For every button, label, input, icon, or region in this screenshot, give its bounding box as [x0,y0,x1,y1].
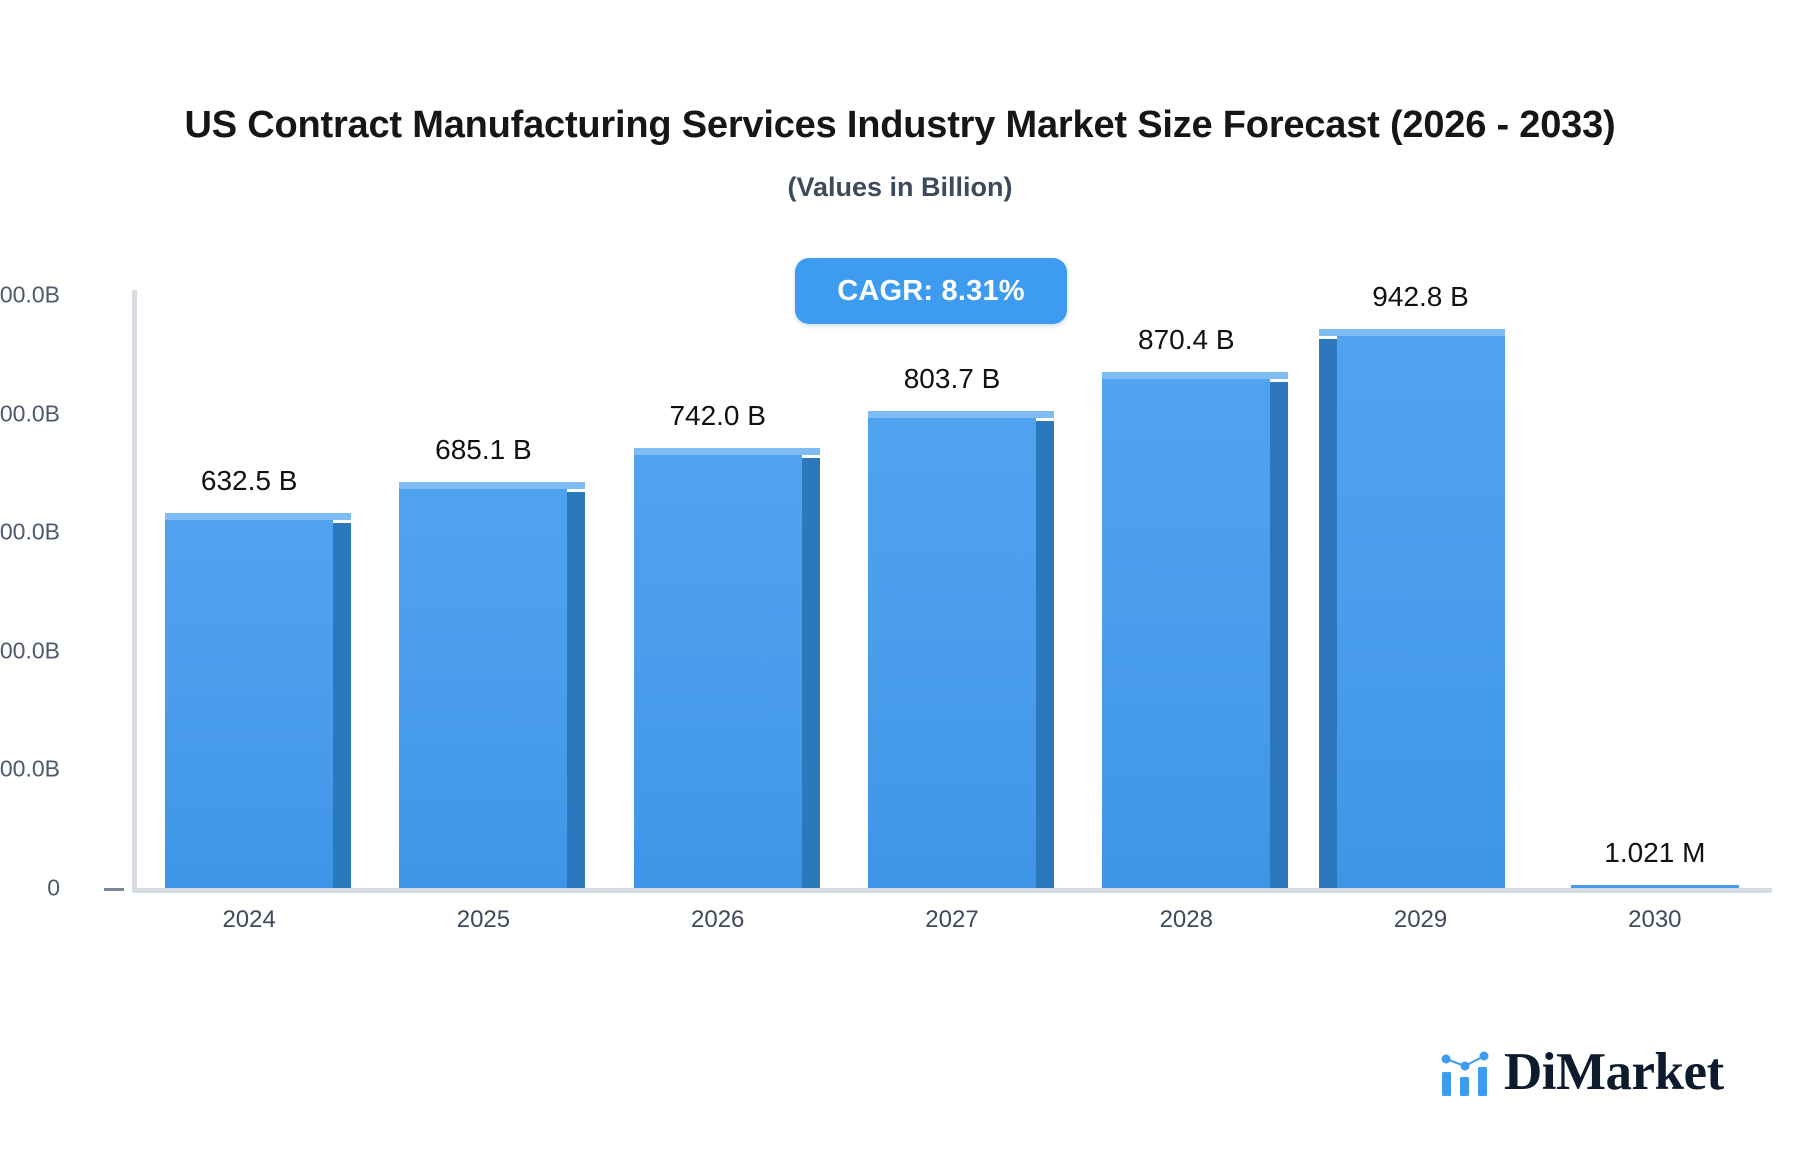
bar-side-face [1318,338,1337,888]
x-axis-tick-label: 2030 [1628,906,1682,933]
bar-value-label: 942.8 B [1372,280,1469,312]
y-axis-tick-label: 800.0B [0,400,60,427]
bar[interactable] [1570,885,1739,888]
bar-side-face [1270,381,1289,888]
dimarket-logo-text: DiMarket [1504,1043,1724,1101]
bar-side-face [333,522,352,888]
y-axis-tick-label: 0 [47,874,60,901]
chart-title: US Contract Manufacturing Services Indus… [184,104,1616,146]
x-axis-tick-label: 2025 [456,906,511,933]
y-axis-tick-label: 200.0B [0,755,60,782]
bar-value-label: 632.5 B [200,464,298,496]
bar-top-face [1102,371,1289,379]
bar-side-face [1036,421,1054,888]
bar[interactable] [399,481,586,888]
plot-area: 1000.0B 800.0B 600.0B 400.0B 200.0B 0 632.5 B… [0,281,1772,933]
bar-face [399,481,568,888]
bar-value-label: 685.1 B [435,433,532,465]
bar-top-face [165,512,352,520]
x-axis-tick-label: 2026 [691,906,745,933]
bar-face [1102,371,1271,888]
bar[interactable] [165,512,352,888]
y-axis-tick-label: 1000.0B [0,281,60,308]
x-axis-tick-label: 2028 [1159,906,1213,933]
bar-value-label: 870.4 B [1138,323,1235,355]
bar-top-face [633,448,820,455]
cagr-badge-label: CAGR: 8.31% [837,274,1025,307]
bar-face [1570,885,1739,888]
x-axis-tick-label: 2024 [222,906,276,933]
bar-value-label: 1.021 M [1604,837,1706,868]
bar-top-face [1318,328,1505,336]
chart-subtitle: (Values in Billion) [787,172,1013,202]
x-axis-tick-label: 2027 [925,906,979,933]
y-axis-tick-label: 600.0B [0,518,60,545]
bar-value-label: 742.0 B [669,399,766,431]
bar[interactable] [1318,328,1505,888]
bar[interactable] [868,411,1054,888]
bar-face [868,411,1036,888]
x-axis-line [132,888,1772,893]
bar-chart-logo-icon [1438,1050,1492,1096]
bar[interactable] [1102,371,1289,888]
bar-top-face [399,481,586,489]
bar-value-label: 803.7 B [903,363,1001,395]
bar-face [633,448,802,888]
y-axis-tick-label: 400.0B [0,637,60,664]
y-axis-zero-tick [104,888,124,891]
bar-top-face [868,411,1054,419]
bar-series: 632.5 B 685.1 B 742.0 B 803.7 B 870.4 B 942.8… [132,281,1772,890]
y-axis-line [132,290,137,890]
bar-face [165,512,334,888]
bar-side-face [567,491,586,888]
bar[interactable] [633,448,820,888]
dimarket-logo: DiMarket [1438,1046,1724,1099]
x-axis-tick-label: 2029 [1393,906,1448,933]
bar-face [1336,328,1505,888]
cagr-badge: CAGR: 8.31% [795,258,1067,324]
bar-side-face [801,458,820,888]
